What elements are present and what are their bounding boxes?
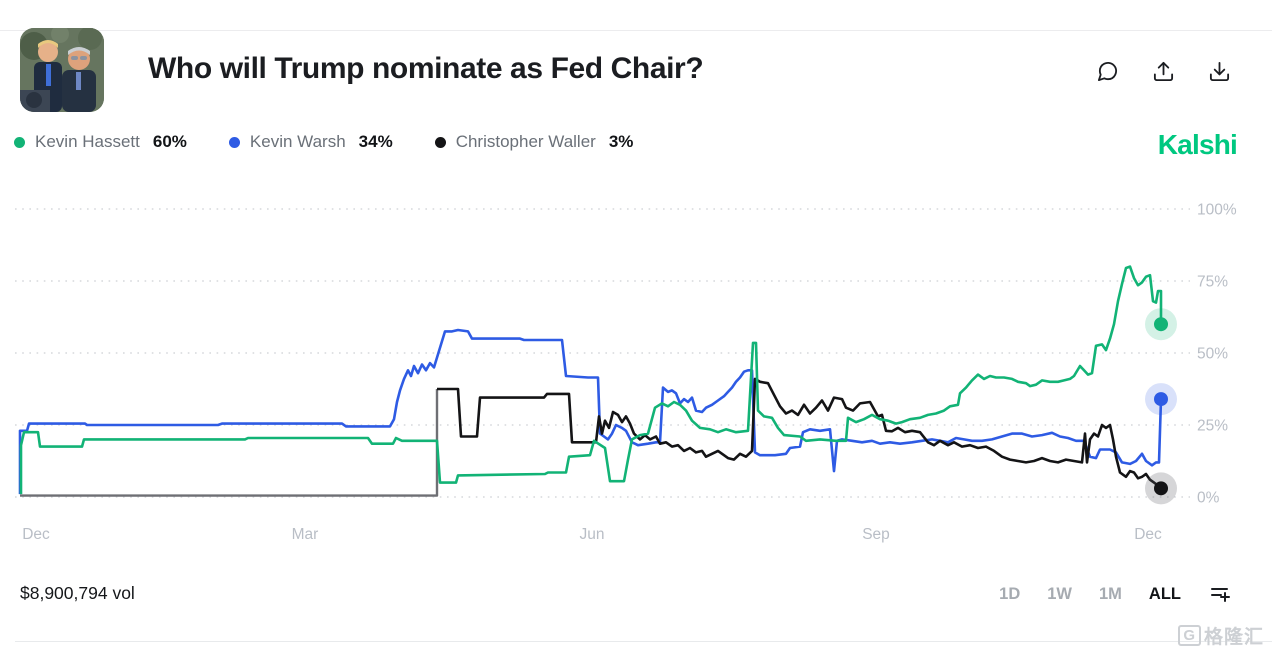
watermark-logo: G bbox=[1178, 625, 1201, 646]
watermark-text: 格隆汇 bbox=[1203, 627, 1264, 648]
series-line bbox=[437, 377, 1162, 490]
series-line bbox=[19, 265, 1163, 495]
share-upload-icon bbox=[1153, 61, 1173, 81]
hassett-series-dot-icon bbox=[14, 136, 25, 148]
warsh-series-dot-icon bbox=[228, 136, 240, 148]
legend-name: Christopher Waller bbox=[455, 132, 596, 151]
y-tick-label: 50% bbox=[1197, 346, 1228, 363]
header-actions bbox=[1094, 58, 1232, 84]
endpoint-dot bbox=[1154, 392, 1168, 407]
market-avatar bbox=[20, 28, 104, 112]
legend-item-hassett[interactable]: Kevin Hassett 60% bbox=[14, 132, 187, 152]
download-icon bbox=[1209, 61, 1229, 81]
legend-item-waller[interactable]: Christopher Waller 3% bbox=[434, 132, 634, 152]
range-button-1w[interactable]: 1W bbox=[1047, 584, 1072, 603]
y-tick-label: 0% bbox=[1197, 490, 1220, 507]
legend-value: 34% bbox=[358, 132, 393, 151]
download-button[interactable] bbox=[1206, 58, 1232, 84]
y-tick-label: 100% bbox=[1197, 202, 1237, 219]
list-plus-icon bbox=[1211, 588, 1230, 602]
share-button[interactable] bbox=[1150, 58, 1176, 84]
legend-value: 60% bbox=[152, 132, 187, 151]
comment-button[interactable] bbox=[1094, 58, 1120, 84]
range-button-all[interactable]: ALL bbox=[1148, 584, 1181, 603]
page-title: Who will Trump nominate as Fed Chair? bbox=[148, 52, 704, 85]
x-tick-label: Dec bbox=[1134, 526, 1162, 543]
legend-value: 3% bbox=[608, 132, 634, 151]
y-tick-label: 25% bbox=[1197, 418, 1228, 435]
bottom-divider bbox=[15, 641, 1272, 642]
series-legend: Kevin Hassett 60% Kevin Warsh 34% Christ… bbox=[14, 132, 633, 152]
legend-name: Kevin Hassett bbox=[35, 132, 140, 151]
legend-item-warsh[interactable]: Kevin Warsh 34% bbox=[228, 132, 393, 152]
series-line bbox=[18, 328, 1163, 495]
x-tick-label: Dec bbox=[22, 526, 50, 543]
avatar-photo-placeholder bbox=[20, 28, 104, 112]
range-button-1m[interactable]: 1M bbox=[1099, 584, 1122, 603]
series-line bbox=[20, 389, 439, 497]
legend-name: Kevin Warsh bbox=[249, 132, 346, 151]
x-tick-label: Jun bbox=[580, 526, 605, 543]
kalshi-logo: Kalshi bbox=[1157, 129, 1238, 160]
top-divider bbox=[0, 30, 1272, 31]
endpoint-dot bbox=[1154, 317, 1168, 332]
endpoint-dot bbox=[1154, 481, 1168, 496]
x-tick-label: Sep bbox=[862, 526, 890, 543]
volume-label: $8,900,794 vol bbox=[20, 583, 135, 603]
x-tick-label: Mar bbox=[292, 526, 319, 543]
add-to-watchlist-button[interactable] bbox=[1208, 582, 1232, 606]
range-button-1d[interactable]: 1D bbox=[999, 584, 1021, 603]
waller-series-dot-icon bbox=[434, 136, 446, 148]
gelonghui-watermark: G 格隆汇 bbox=[1178, 622, 1264, 649]
y-tick-label: 75% bbox=[1197, 274, 1228, 291]
time-range-selector: 1D 1W 1M ALL bbox=[999, 582, 1232, 606]
comment-bubble-icon bbox=[1097, 61, 1117, 81]
